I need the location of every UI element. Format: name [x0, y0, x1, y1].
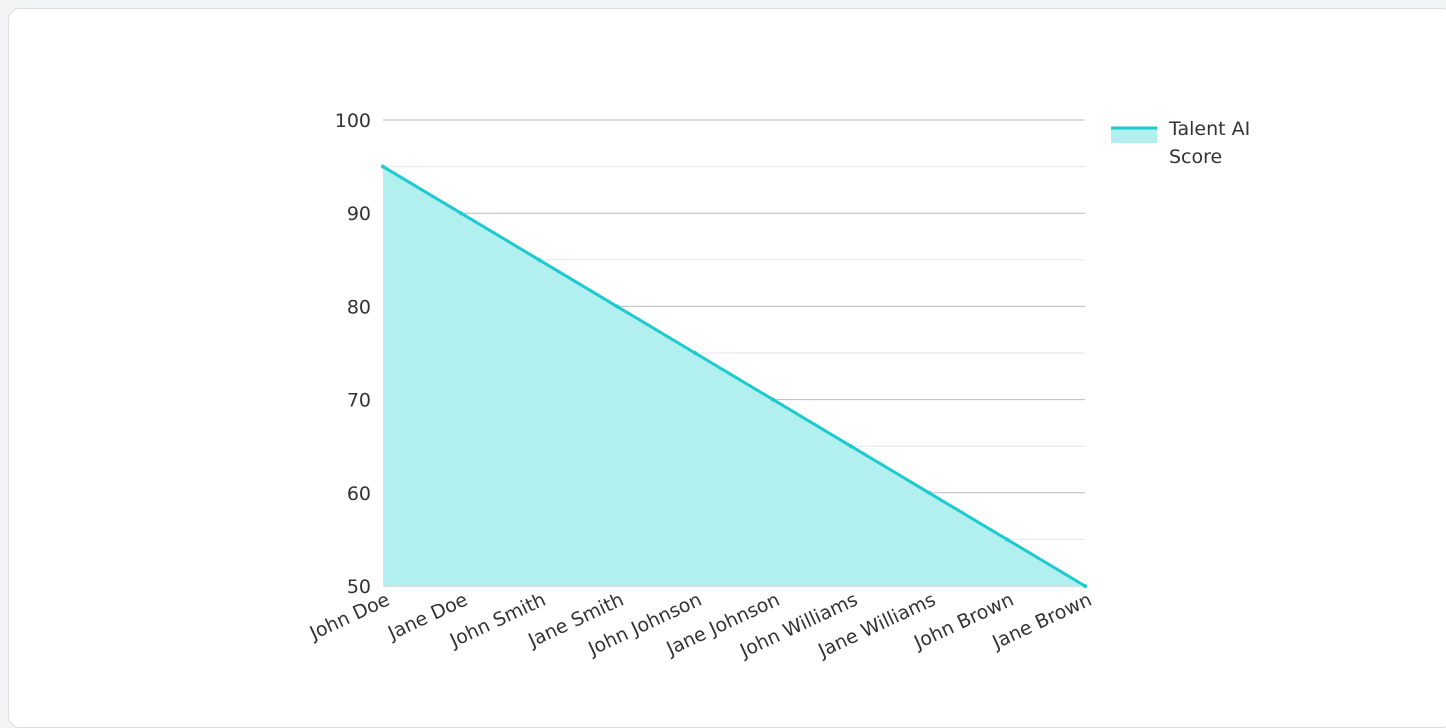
y-tick-label: 100 — [335, 110, 371, 132]
data-point-2[interactable] — [537, 257, 541, 262]
data-point-0[interactable] — [381, 164, 385, 169]
y-tick-label: 70 — [347, 390, 371, 412]
data-point-4[interactable] — [693, 351, 697, 355]
legend[interactable]: Talent AI Score — [1111, 118, 1250, 168]
y-tick-label: 80 — [347, 296, 371, 318]
data-point-3[interactable] — [615, 304, 619, 309]
y-tick-label: 60 — [347, 483, 371, 505]
y-axis-ticks: 100 90 80 70 60 50 — [335, 110, 371, 598]
legend-label: Talent AI — [1168, 118, 1250, 140]
y-tick-label: 50 — [347, 576, 371, 598]
chart-area-layer — [381, 164, 1087, 588]
legend-swatch-fill — [1111, 127, 1157, 143]
y-tick-label: 90 — [347, 203, 371, 225]
data-point-5[interactable] — [771, 397, 775, 402]
data-point-1[interactable] — [459, 211, 463, 216]
legend-label: Score — [1169, 146, 1222, 168]
series-line[interactable] — [382, 165, 1086, 588]
data-point-6[interactable] — [849, 444, 853, 449]
data-point-8[interactable] — [1005, 537, 1009, 542]
chart-card: 100 90 80 70 60 50 John Doe Jane Doe John Smith… — [8, 8, 1446, 728]
data-point-7[interactable] — [927, 490, 931, 495]
data-point-9[interactable] — [1083, 584, 1087, 588]
